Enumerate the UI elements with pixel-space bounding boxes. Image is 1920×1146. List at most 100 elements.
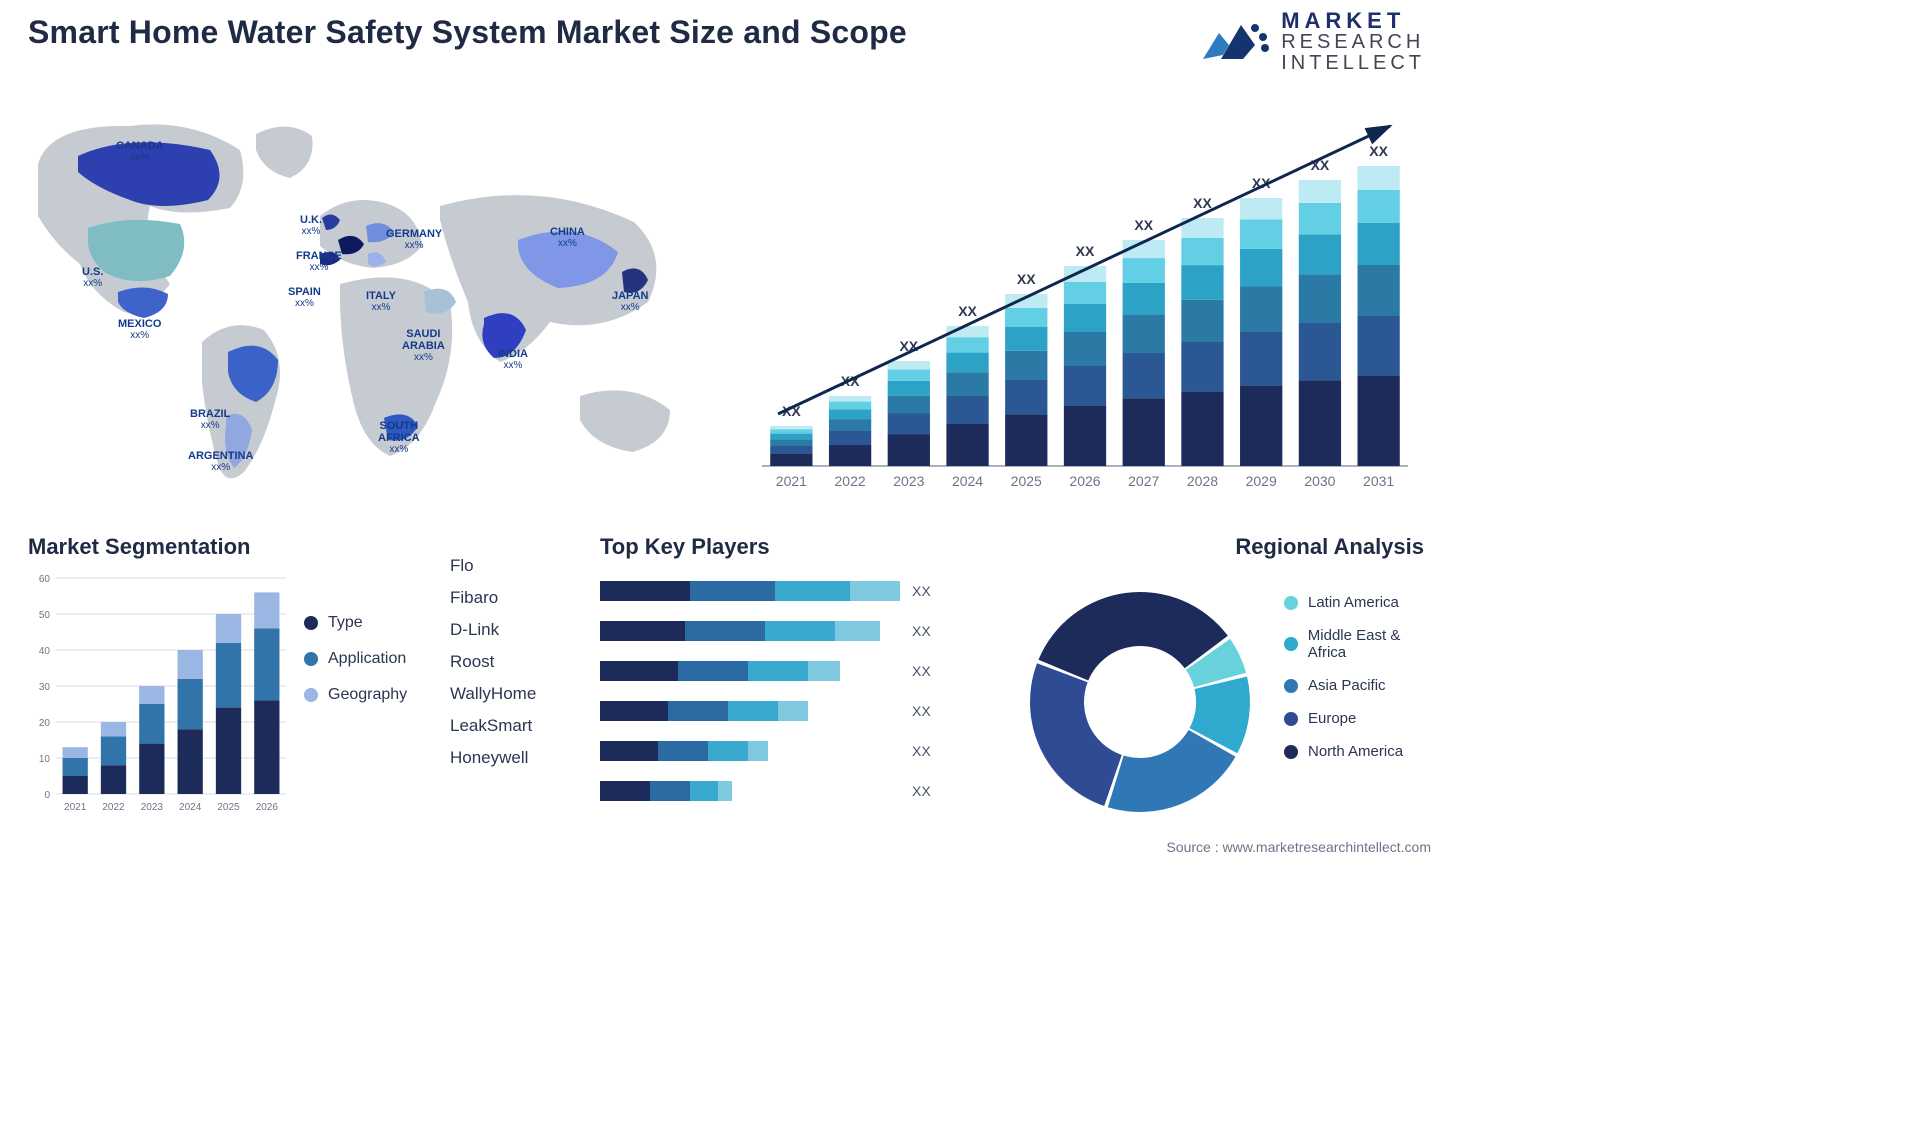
page-title: Smart Home Water Safety System Market Si… — [28, 14, 907, 51]
player-bar-segment — [678, 661, 748, 681]
legend-dot-icon — [304, 688, 318, 702]
source-text: Source : www.marketresearchintellect.com — [1166, 839, 1431, 855]
map-label-saudi-arabia: SAUDIARABIAxx% — [402, 328, 445, 363]
company-list-item: Fibaro — [450, 588, 536, 608]
player-bar-segment — [600, 581, 690, 601]
regional-legend-item: Europe — [1284, 710, 1440, 727]
legend-label: Application — [328, 650, 406, 668]
player-value-label: XX — [912, 663, 931, 679]
svg-text:10: 10 — [39, 754, 51, 765]
regional-panel: Regional Analysis Latin AmericaMiddle Ea… — [1010, 534, 1440, 844]
world-map: CANADAxx%U.S.xx%MEXICOxx%BRAZILxx%ARGENT… — [20, 96, 710, 496]
svg-text:XX: XX — [1369, 143, 1388, 159]
segmentation-legend-item: Type — [304, 614, 407, 632]
company-list-item: Flo — [450, 556, 536, 576]
svg-text:XX: XX — [958, 303, 977, 319]
player-bar-segment — [850, 581, 900, 601]
player-bar — [600, 741, 900, 761]
company-list-item: WallyHome — [450, 684, 536, 704]
player-bar-segment — [600, 741, 658, 761]
player-bar-segment — [690, 581, 775, 601]
svg-text:2021: 2021 — [776, 473, 807, 489]
company-list: FloFibaroD-LinkRoostWallyHomeLeakSmartHo… — [450, 556, 536, 768]
svg-text:30: 30 — [39, 682, 51, 693]
svg-text:40: 40 — [39, 646, 51, 657]
player-bar-segment — [658, 741, 708, 761]
svg-text:XX: XX — [1017, 271, 1036, 287]
player-bar-segment — [685, 621, 765, 641]
player-bar — [600, 661, 900, 681]
player-bar-segment — [600, 661, 678, 681]
company-list-item: D-Link — [450, 620, 536, 640]
legend-dot-icon — [1284, 745, 1298, 759]
company-list-item: Honeywell — [450, 748, 536, 768]
svg-text:2024: 2024 — [179, 802, 202, 813]
player-row: XX — [600, 656, 1020, 686]
player-bar-segment — [600, 781, 650, 801]
brand-logo: MARKET RESEARCH INTELLECT — [1199, 10, 1425, 73]
svg-text:XX: XX — [1134, 217, 1153, 233]
svg-text:2026: 2026 — [256, 802, 279, 813]
map-label-spain: SPAINxx% — [288, 286, 321, 309]
legend-dot-icon — [304, 652, 318, 666]
svg-text:0: 0 — [44, 790, 50, 801]
svg-text:2023: 2023 — [893, 473, 924, 489]
legend-dot-icon — [1284, 679, 1298, 693]
svg-text:XX: XX — [1076, 243, 1095, 259]
regional-legend-item: Latin America — [1284, 594, 1440, 611]
regional-donut-chart — [1010, 572, 1270, 832]
player-bar-segment — [835, 621, 880, 641]
svg-text:2022: 2022 — [835, 473, 866, 489]
map-label-france: FRANCExx% — [296, 250, 342, 273]
players-chart: XXXXXXXXXXXX — [600, 576, 1020, 816]
player-bar-segment — [690, 781, 718, 801]
map-label-south-africa: SOUTHAFRICAxx% — [378, 420, 420, 455]
player-bar-segment — [728, 701, 778, 721]
regional-legend-item: Middle East & Africa — [1284, 627, 1440, 661]
svg-text:20: 20 — [39, 718, 51, 729]
player-bar-segment — [748, 661, 808, 681]
logo-word-1: MARKET — [1281, 10, 1425, 32]
svg-text:2021: 2021 — [64, 802, 87, 813]
map-label-germany: GERMANYxx% — [386, 228, 442, 251]
segmentation-legend-item: Application — [304, 650, 407, 668]
map-label-canada: CANADAxx% — [116, 140, 164, 163]
player-bar — [600, 781, 900, 801]
player-row: XX — [600, 576, 1020, 606]
svg-text:2022: 2022 — [102, 802, 125, 813]
segmentation-legend-item: Geography — [304, 686, 407, 704]
player-bar-segment — [748, 741, 768, 761]
legend-label: Type — [328, 614, 363, 632]
logo-word-3: INTELLECT — [1281, 53, 1425, 73]
player-bar — [600, 701, 900, 721]
legend-dot-icon — [1284, 596, 1298, 610]
map-label-u.s.: U.S.xx% — [82, 266, 103, 289]
svg-text:2031: 2031 — [1363, 473, 1394, 489]
logo-word-2: RESEARCH — [1281, 32, 1425, 52]
legend-dot-icon — [1284, 712, 1298, 726]
legend-label: Latin America — [1308, 594, 1399, 611]
svg-text:2026: 2026 — [1069, 473, 1100, 489]
company-list-item: Roost — [450, 652, 536, 672]
svg-text:2025: 2025 — [1011, 473, 1042, 489]
regional-legend: Latin AmericaMiddle East & AfricaAsia Pa… — [1284, 594, 1440, 760]
player-bar-segment — [775, 581, 850, 601]
player-value-label: XX — [912, 623, 931, 639]
segmentation-legend: Type Application Geography — [304, 614, 407, 704]
player-row: XX — [600, 696, 1020, 726]
player-bar-segment — [808, 661, 840, 681]
legend-label: Geography — [328, 686, 407, 704]
forecast-chart: XX2021XX2022XX2023XX2024XX2025XX2026XX20… — [750, 96, 1420, 496]
legend-dot-icon — [304, 616, 318, 630]
player-row: XX — [600, 736, 1020, 766]
map-label-india: INDIAxx% — [498, 348, 528, 371]
svg-text:60: 60 — [39, 574, 51, 585]
player-bar — [600, 621, 900, 641]
svg-text:2023: 2023 — [141, 802, 164, 813]
legend-label: North America — [1308, 743, 1403, 760]
map-label-japan: JAPANxx% — [612, 290, 648, 313]
player-bar-segment — [765, 621, 835, 641]
logo-mark-icon — [1199, 15, 1269, 69]
svg-text:50: 50 — [39, 610, 51, 621]
player-row: XX — [600, 616, 1020, 646]
